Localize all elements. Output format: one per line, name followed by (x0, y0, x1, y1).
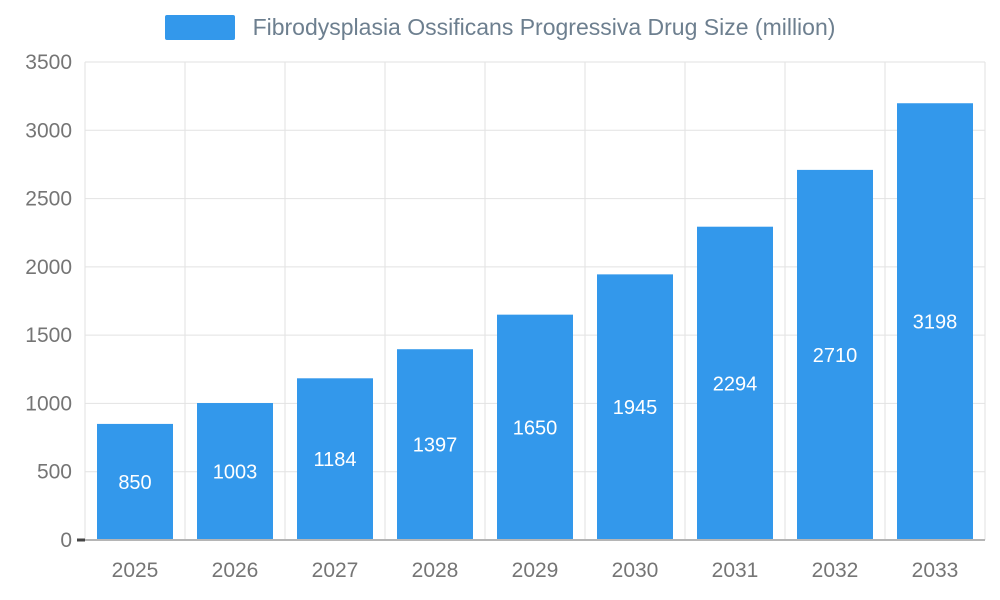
bar-value-label: 2294 (713, 373, 758, 395)
x-tick-label: 2032 (812, 559, 859, 582)
bar-2026 (197, 403, 273, 540)
bar-value-label: 1397 (413, 435, 458, 457)
x-tick-label: 2026 (212, 559, 259, 582)
y-tick-label: 1500 (25, 324, 72, 347)
x-tick-label: 2033 (912, 559, 959, 582)
bar-2025 (97, 423, 173, 540)
bar-value-label: 1650 (513, 417, 558, 439)
bar-2029 (497, 314, 573, 540)
legend[interactable]: Fibrodysplasia Ossificans Progressiva Dr… (0, 14, 1000, 42)
y-tick-label: 2000 (25, 256, 72, 279)
x-tick-label: 2028 (412, 559, 459, 582)
x-tick-label: 2030 (612, 559, 659, 582)
bar-value-label: 1003 (213, 462, 258, 484)
x-tick-label: 2029 (512, 559, 559, 582)
legend-swatch (164, 15, 235, 41)
bar-2033 (897, 103, 973, 540)
y-tick-label: 2500 (25, 188, 72, 211)
bar-value-label: 1184 (313, 449, 356, 471)
x-tick-label: 2027 (312, 559, 359, 582)
bar-2027 (297, 378, 373, 540)
bar-value-label: 850 (118, 472, 151, 494)
y-tick-label: 3000 (25, 119, 72, 142)
bar-2028 (397, 349, 473, 540)
bar-2031 (697, 226, 773, 540)
bar-2032 (797, 169, 873, 541)
bar-value-label: 1945 (613, 397, 658, 419)
y-tick-label: 1000 (25, 392, 72, 415)
chart-title: Fibrodysplasia Ossificans Progressiva Dr… (252, 14, 836, 40)
bar-value-label: 2710 (813, 345, 858, 367)
x-tick-label: 2031 (712, 559, 759, 582)
y-tick-label: 3500 (25, 51, 72, 74)
bar-2030 (597, 274, 673, 540)
y-tick-label: 0 (60, 529, 72, 552)
x-tick-label: 2025 (112, 559, 159, 582)
y-tick-label: 500 (37, 461, 72, 484)
bar-value-label: 3198 (913, 312, 958, 334)
